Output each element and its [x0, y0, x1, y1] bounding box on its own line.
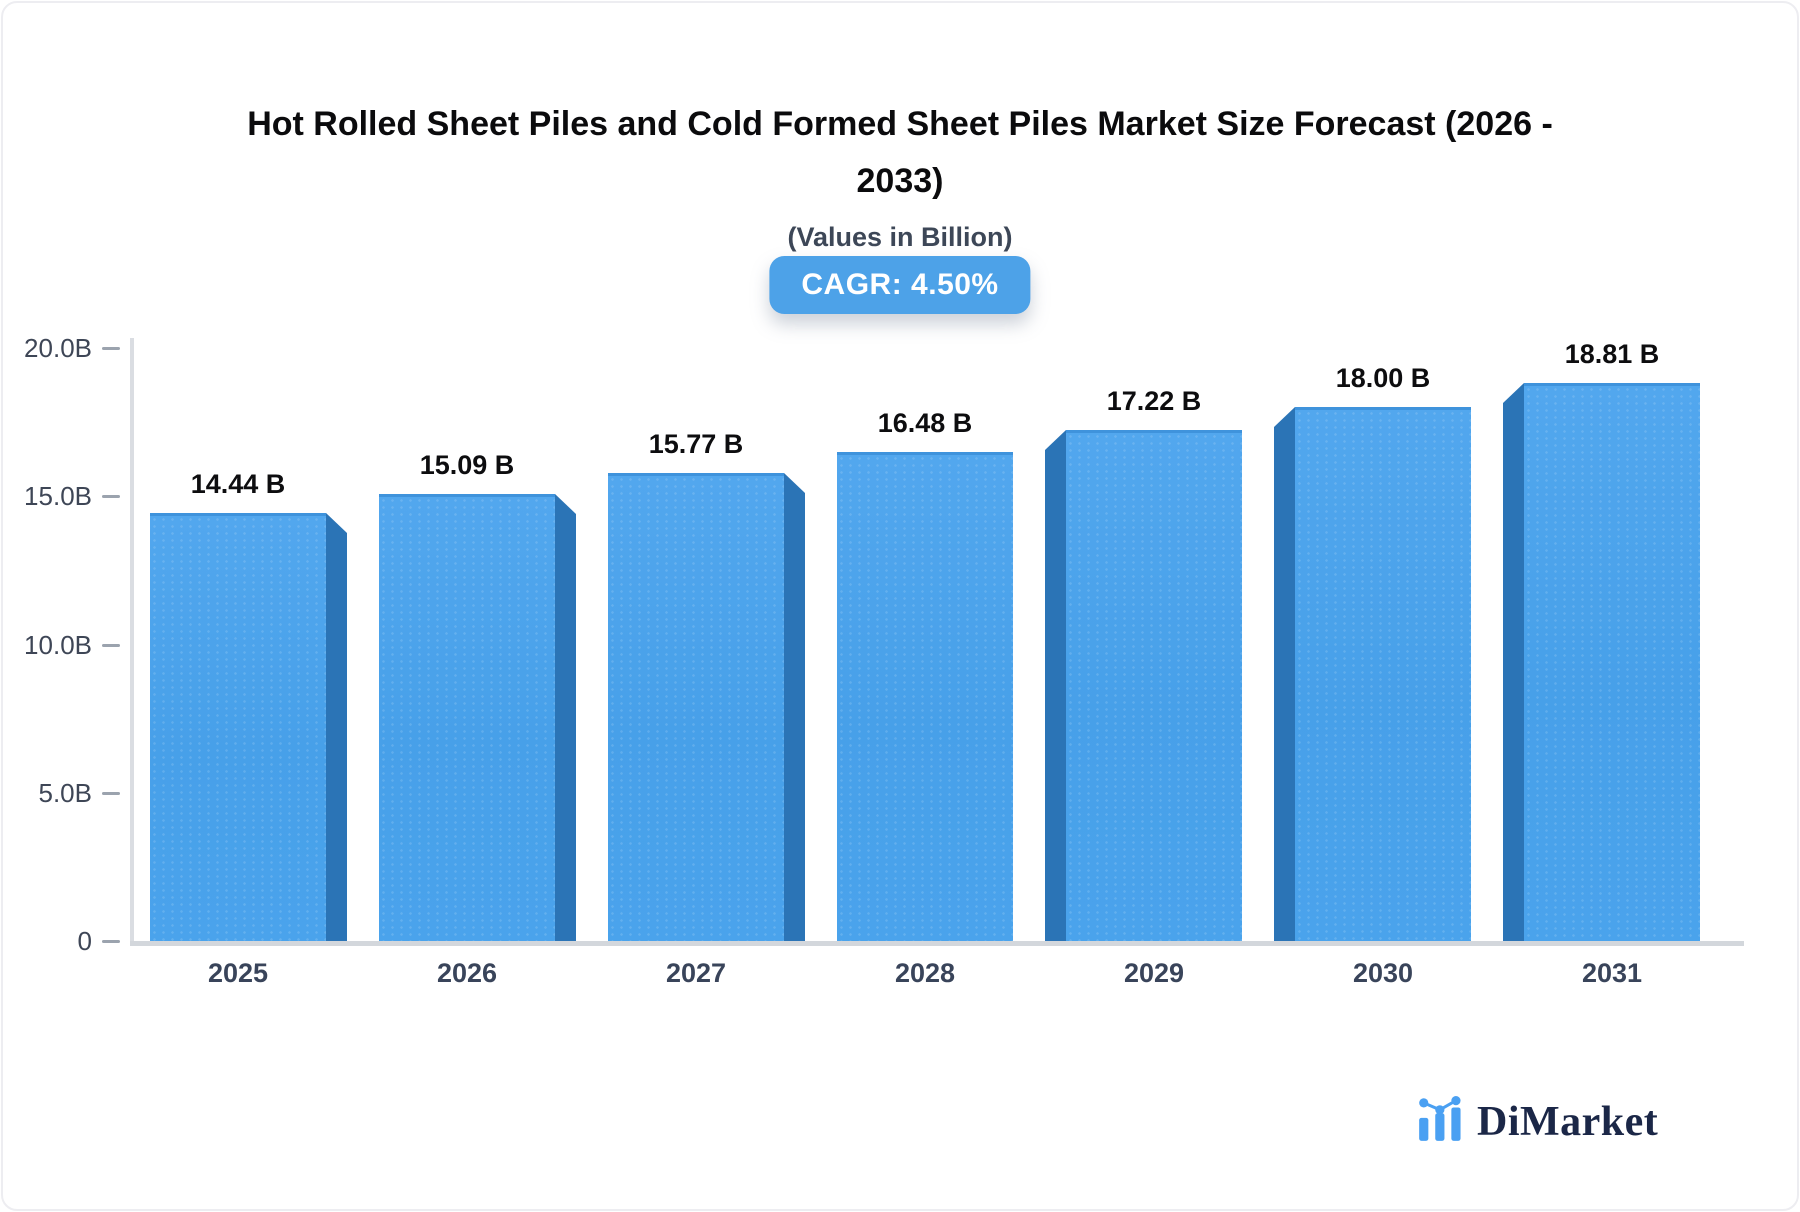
bar-2030[interactable] — [1295, 407, 1471, 941]
y-axis-tick-label: 20.0B — [24, 333, 92, 363]
x-axis-label: 2027 — [665, 958, 727, 988]
chart-title: Hot Rolled Sheet Piles and Cold Formed S… — [80, 96, 1720, 210]
y-axis-line — [130, 338, 134, 946]
bar-value-label: 18.81 B — [1564, 339, 1660, 369]
bar-3d-side — [1503, 383, 1524, 941]
y-axis-tick-mark — [102, 495, 120, 498]
bar-3d-side — [555, 494, 576, 941]
bar-2025[interactable] — [150, 513, 326, 941]
bar-2026[interactable] — [379, 494, 555, 941]
cagr-badge: CAGR: 4.50% — [769, 256, 1031, 314]
bar-value-label: 17.22 B — [1106, 386, 1202, 416]
x-axis-label: 2029 — [1123, 958, 1185, 988]
y-axis-tick-label: 5.0B — [38, 778, 93, 808]
y-axis-tick-label: 10.0B — [24, 630, 92, 660]
y-axis-tick-mark — [102, 347, 120, 350]
x-axis-label: 2031 — [1581, 958, 1643, 988]
bar-value-label: 18.00 B — [1335, 363, 1431, 393]
y-axis-tick-label: 0 — [77, 926, 92, 956]
dimarket-logo-icon — [1418, 1096, 1464, 1147]
dimarket-logo[interactable]: DiMarket — [1418, 1096, 1658, 1147]
x-axis-label: 2026 — [436, 958, 498, 988]
bar-2027[interactable] — [608, 473, 784, 941]
x-axis-label: 2030 — [1352, 958, 1414, 988]
bar-3d-side — [1045, 430, 1066, 941]
bar-value-label: 14.44 B — [190, 469, 286, 499]
bar-value-label: 15.77 B — [648, 429, 744, 459]
chart-title-line2: 2033) — [856, 162, 944, 200]
bar-2029[interactable] — [1066, 430, 1242, 941]
chart-subtitle: (Values in Billion) — [787, 222, 1013, 252]
bar-2028[interactable] — [837, 452, 1013, 941]
y-axis-tick-mark — [102, 792, 120, 795]
y-axis-tick-mark — [102, 940, 120, 943]
y-axis-tick-mark — [102, 644, 120, 647]
bar-2031[interactable] — [1524, 383, 1700, 941]
x-axis-label: 2025 — [207, 958, 269, 988]
bar-value-label: 15.09 B — [419, 450, 515, 480]
bar-3d-side — [784, 473, 805, 941]
dimarket-logo-text: DiMarket — [1477, 1098, 1659, 1145]
bar-3d-side — [1274, 407, 1295, 941]
chart-title-line1: Hot Rolled Sheet Piles and Cold Formed S… — [247, 105, 1553, 143]
x-axis-line — [130, 941, 1744, 946]
bar-value-label: 16.48 B — [877, 408, 973, 438]
bar-3d-side — [326, 513, 347, 941]
y-axis-tick-label: 15.0B — [24, 481, 92, 511]
x-axis-label: 2028 — [894, 958, 956, 988]
